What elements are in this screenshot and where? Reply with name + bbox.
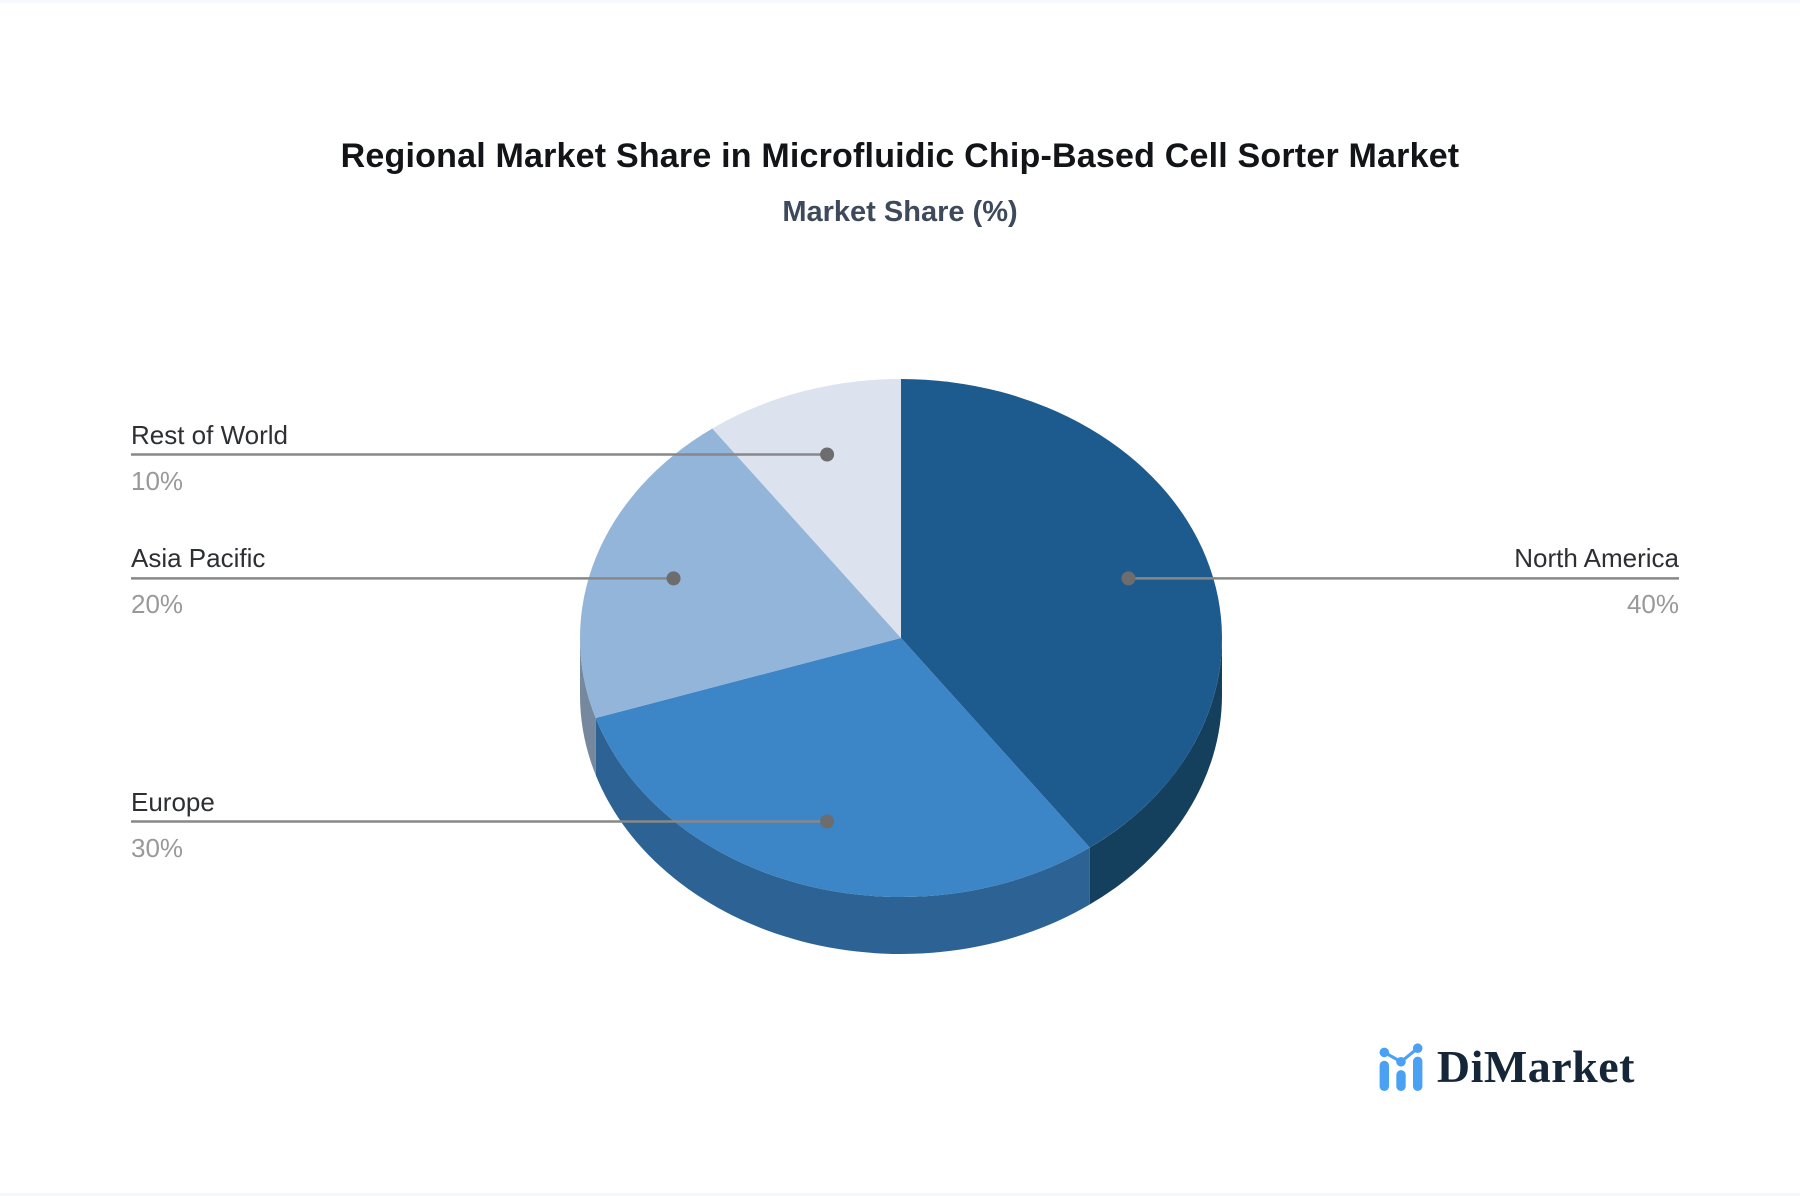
pie-chart [131,379,1679,954]
callout-label-europe: Europe [131,787,215,817]
brand-logo-text: DiMarket [1436,1041,1635,1092]
brand-logo: DiMarket [1377,1041,1635,1093]
callout-dot-asia-pacific [666,571,681,586]
callout-value-north-america: 40% [1626,589,1679,619]
callout-asia-pacific: Asia Pacific 20% [131,542,265,620]
callout-rest-of-world: Rest of World 10% [131,419,288,497]
callout-label-asia-pacific: Asia Pacific [131,543,266,573]
callout-value-asia-pacific: 20% [131,589,184,619]
callout-value-rest-of-world: 10% [131,466,184,496]
bar-line-chart-icon [1379,1043,1423,1091]
callout-north-america: North America 40% [1514,542,1679,620]
pie-slice-side-north-america [1089,638,1222,905]
callout-label-rest-of-world: Rest of World [131,420,289,450]
callout-label-north-america: North America [1514,543,1679,573]
chart-subtitle: Market Share (%) [782,196,1018,228]
pie-slice-side-europe [595,718,1090,954]
callout-dot-rest-of-world [820,447,835,462]
pie-slice-europe[interactable] [595,638,1090,897]
chart-title: Regional Market Share in Microfluidic Ch… [340,137,1460,175]
pie-slice-side-asia-pacific [580,638,596,776]
pie-slice-asia-pacific[interactable] [580,428,901,719]
callout-dot-europe [820,814,835,829]
pie-slice-rest-of-world[interactable] [712,379,901,638]
callout-dot-north-america [1121,571,1136,586]
pie-slice-north-america[interactable] [901,379,1222,848]
callout-value-europe: 30% [131,833,184,863]
callout-europe: Europe 30% [131,786,215,864]
